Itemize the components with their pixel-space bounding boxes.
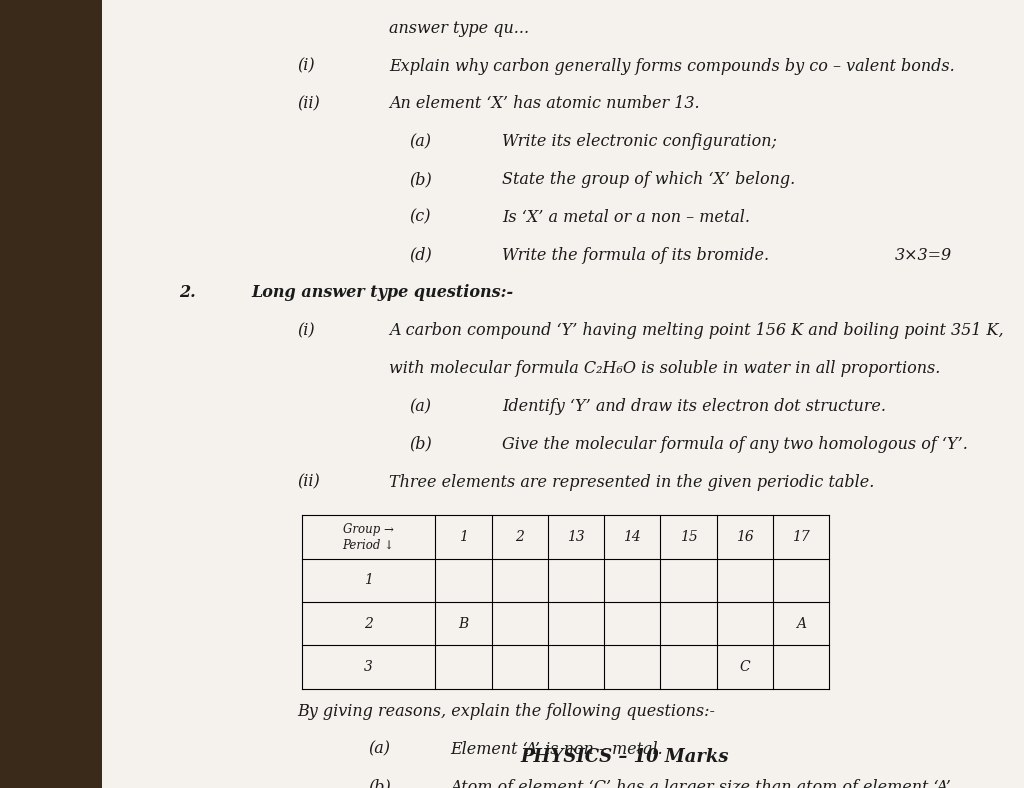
Text: An element ‘X’ has atomic number 13.: An element ‘X’ has atomic number 13. [389,95,699,113]
Text: Group →
Period ↓: Group → Period ↓ [343,522,394,552]
Text: Long answer type questions:-: Long answer type questions:- [251,284,513,302]
Text: 2.: 2. [179,284,196,302]
Text: (b): (b) [369,779,391,788]
Text: (ii): (ii) [297,474,319,491]
Text: answer type qu...: answer type qu... [389,20,529,37]
Text: (a): (a) [369,741,390,758]
Text: Give the molecular formula of any two homologous of ‘Y’.: Give the molecular formula of any two ho… [502,436,968,453]
Text: Write its electronic configuration;: Write its electronic configuration; [502,133,776,151]
Text: A carbon compound ‘Y’ having melting point 156 K and boiling point 351 K,: A carbon compound ‘Y’ having melting poi… [389,322,1004,340]
Text: (c): (c) [410,209,431,226]
Text: 2: 2 [365,617,373,630]
Text: (ii): (ii) [297,95,319,113]
Text: Atom of element ‘C’ has a larger size than atom of element ‘A’.: Atom of element ‘C’ has a larger size th… [451,779,956,788]
Text: (a): (a) [410,133,431,151]
Text: (i): (i) [297,58,314,75]
Text: 17: 17 [793,530,810,544]
Text: 15: 15 [680,530,697,544]
Text: 3×3=9: 3×3=9 [895,247,952,264]
Text: Three elements are represented in the given periodic table.: Three elements are represented in the gi… [389,474,874,491]
Text: By giving reasons, explain the following questions:-: By giving reasons, explain the following… [297,703,715,720]
Text: Element ‘A’ is non – metal.: Element ‘A’ is non – metal. [451,741,664,758]
Text: PHYSICS – 10 Marks: PHYSICS – 10 Marks [520,748,729,766]
Text: Identify ‘Y’ and draw its electron dot structure.: Identify ‘Y’ and draw its electron dot s… [502,398,886,415]
Text: Write the formula of its bromide.: Write the formula of its bromide. [502,247,769,264]
Text: B: B [458,617,469,630]
Text: 13: 13 [567,530,585,544]
Text: (b): (b) [410,171,432,188]
Bar [0,0,102,788]
Text: (i): (i) [297,322,314,340]
Text: 1: 1 [459,530,468,544]
Text: Explain why carbon generally forms compounds by co – valent bonds.: Explain why carbon generally forms compo… [389,58,954,75]
Text: 2: 2 [515,530,524,544]
Text: Is ‘X’ a metal or a non – metal.: Is ‘X’ a metal or a non – metal. [502,209,750,226]
Text: (b): (b) [410,436,432,453]
Text: 14: 14 [624,530,641,544]
Text: 3: 3 [365,660,373,674]
Text: State the group of which ‘X’ belong.: State the group of which ‘X’ belong. [502,171,795,188]
Text: with molecular formula C₂H₆O is soluble in water in all proportions.: with molecular formula C₂H₆O is soluble … [389,360,940,377]
Text: (d): (d) [410,247,432,264]
Text: A: A [797,617,806,630]
Text: C: C [739,660,751,674]
Text: 1: 1 [365,574,373,587]
Text: (a): (a) [410,398,431,415]
Text: 16: 16 [736,530,754,544]
